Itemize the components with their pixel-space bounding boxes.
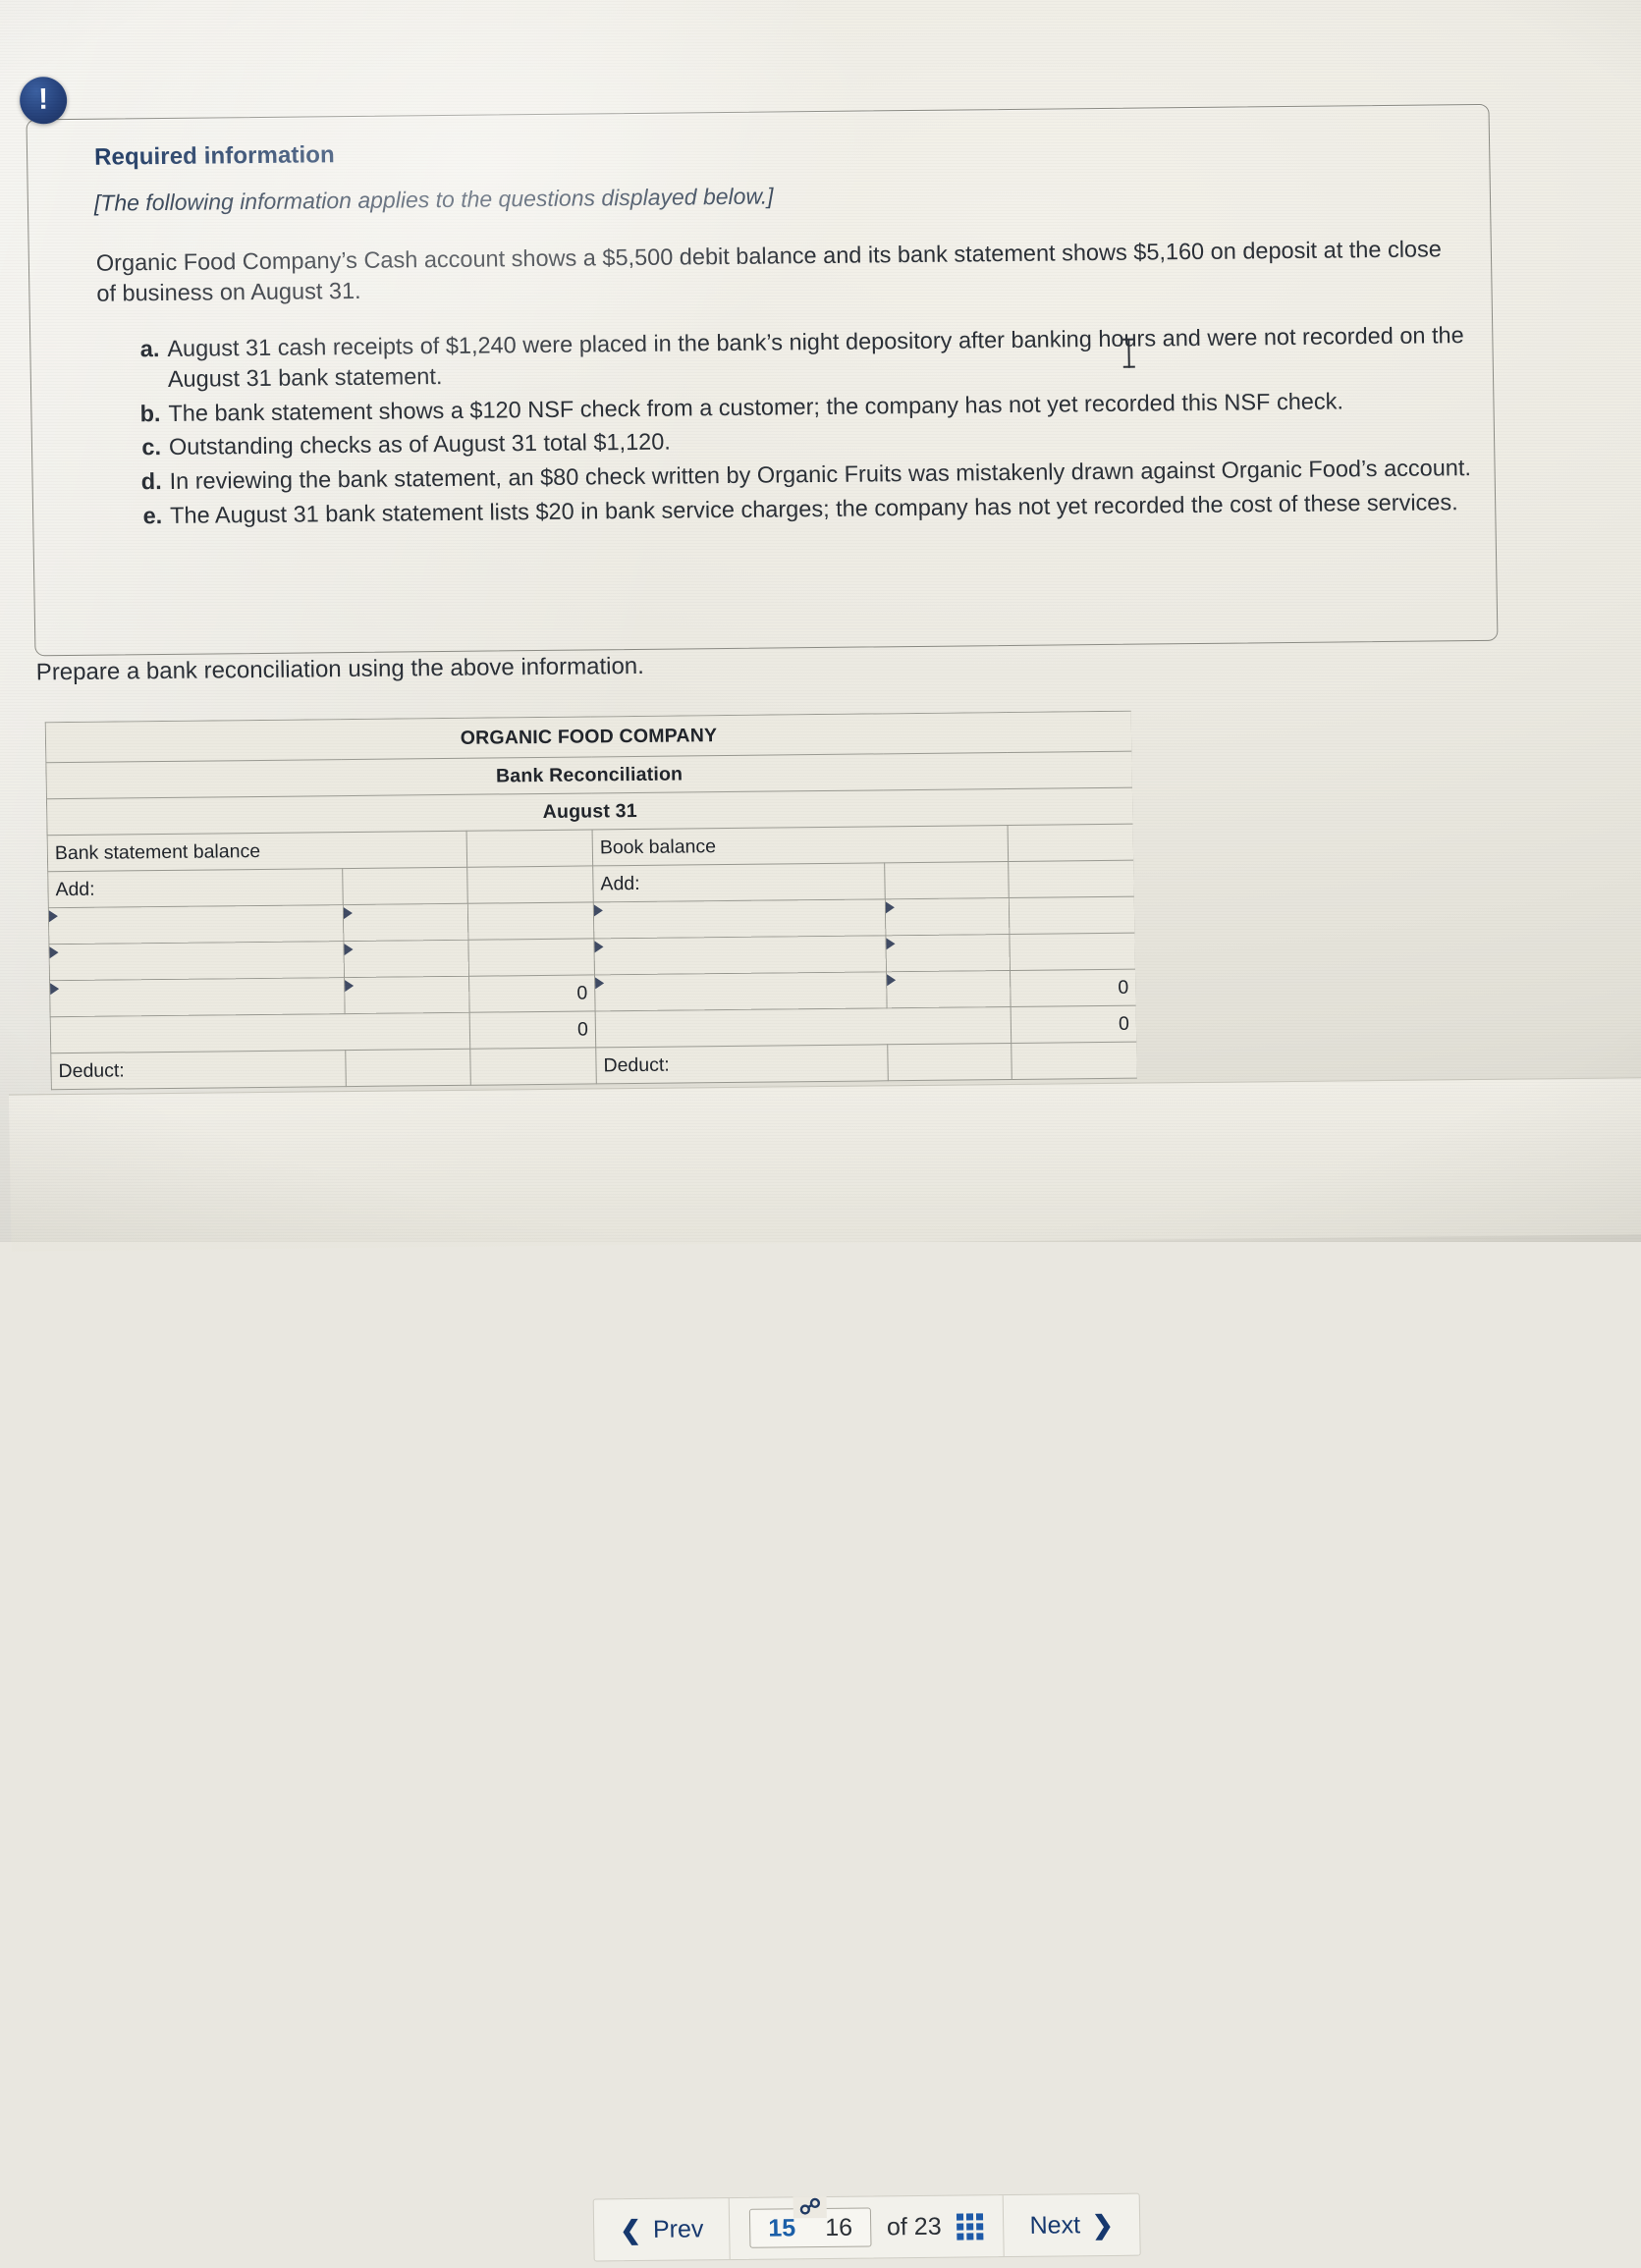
book-add-col3-cell[interactable] — [1009, 933, 1136, 971]
book-deduct-label: Deduct: — [595, 1044, 889, 1084]
list-marker: c. — [141, 434, 162, 460]
book-add-item-dropdown-2[interactable] — [593, 935, 887, 975]
book-running-total: 0 — [1011, 1005, 1137, 1044]
fact-list: a. August 31 cash receipts of $1,240 wer… — [122, 320, 1491, 535]
bank-add-value-dropdown-3[interactable] — [344, 976, 470, 1014]
grid-view-icon[interactable] — [957, 2212, 984, 2241]
page-title: Required information — [93, 141, 336, 171]
chevron-right-icon: ❯ — [1091, 2209, 1115, 2241]
pagination-control[interactable]: ❮ Prev ☍ 15 16 of 23 Next ❯ — [592, 2192, 1141, 2262]
bank-add-item-dropdown-2[interactable] — [48, 941, 345, 981]
bank-add-label: Add: — [47, 868, 344, 908]
list-item-text: August 31 cash receipts of $1,240 were p… — [167, 322, 1464, 392]
page-total-label: of 23 — [886, 2212, 942, 2241]
list-marker: b. — [139, 400, 161, 426]
list-item-text: The bank statement shows a $120 NSF chec… — [168, 387, 1344, 426]
bank-add-col2-cell[interactable] — [342, 867, 468, 905]
page-next[interactable]: 16 — [824, 2213, 853, 2242]
list-marker: e. — [142, 502, 163, 529]
bank-add-item-dropdown-3[interactable] — [49, 977, 346, 1017]
page-number-box[interactable]: ☍ 15 16 — [749, 2194, 872, 2248]
book-add-value-dropdown-1[interactable] — [885, 897, 1010, 936]
bank-add-value-dropdown-2[interactable] — [343, 940, 469, 978]
list-marker: a. — [139, 336, 160, 362]
bank-add-col3-cell[interactable] — [467, 938, 595, 977]
book-add-value-dropdown-2[interactable] — [885, 934, 1011, 972]
bank-add-col3-cell[interactable] — [467, 901, 594, 941]
page-indicator-group: ☍ 15 16 of 23 — [730, 2194, 1004, 2259]
bank-balance-amount-cell[interactable] — [466, 829, 593, 868]
book-add-col3-cell[interactable] — [1009, 896, 1135, 935]
bank-add-value-dropdown-1[interactable] — [343, 903, 468, 942]
alert-exclamation-icon — [19, 77, 68, 125]
bank-add-col3-cell[interactable] — [466, 865, 594, 904]
bank-reconciliation-worksheet[interactable]: ORGANIC FOOD COMPANY Bank Reconciliation… — [45, 711, 1137, 1096]
chain-link-icon: ☍ — [793, 2194, 828, 2219]
book-deduct-col3-cell[interactable] — [1011, 1042, 1137, 1080]
bank-add-subtotal: 0 — [468, 974, 596, 1013]
next-label: Next — [1029, 2210, 1081, 2240]
book-balance-label: Book balance — [592, 825, 1009, 866]
list-item: a. August 31 cash receipts of $1,240 wer… — [140, 320, 1489, 395]
list-item-text: The August 31 bank statement lists $20 i… — [169, 489, 1458, 528]
next-button[interactable]: Next ❯ — [1003, 2193, 1140, 2257]
list-item-text: Outstanding checks as of August 31 total… — [168, 428, 672, 460]
task-prompt: Prepare a bank reconciliation using the … — [35, 652, 645, 686]
book-balance-amount-cell[interactable] — [1008, 824, 1134, 862]
footer-bar: ❮ Prev ☍ 15 16 of 23 Next ❯ — [8, 1077, 1641, 2262]
page-current[interactable]: 15 — [768, 2214, 796, 2242]
bank-running-total: 0 — [469, 1010, 596, 1050]
book-add-value-dropdown-3[interactable] — [886, 970, 1012, 1008]
book-add-subtotal: 0 — [1010, 969, 1137, 1007]
text-cursor-icon — [1122, 338, 1134, 368]
bank-running-total-label — [50, 1012, 470, 1053]
bank-statement-balance-label: Bank statement balance — [47, 831, 467, 872]
book-add-item-dropdown-1[interactable] — [593, 898, 886, 939]
prev-button[interactable]: ❮ Prev — [593, 2198, 731, 2261]
book-deduct-col2-cell[interactable] — [887, 1043, 1012, 1081]
book-add-col2-cell[interactable] — [884, 861, 1010, 899]
book-add-item-dropdown-3[interactable] — [594, 971, 888, 1011]
list-marker: d. — [140, 468, 162, 495]
book-add-label: Add: — [592, 862, 886, 902]
bank-deduct-col2-cell[interactable] — [345, 1049, 471, 1087]
bank-deduct-col3-cell[interactable] — [469, 1047, 597, 1086]
book-running-total-label — [595, 1006, 1012, 1048]
chevron-left-icon: ❮ — [619, 2214, 642, 2245]
prev-label: Prev — [652, 2214, 704, 2243]
bank-add-item-dropdown-1[interactable] — [48, 904, 344, 945]
bank-deduct-label: Deduct: — [50, 1050, 347, 1090]
book-add-col3-cell[interactable] — [1008, 860, 1135, 898]
